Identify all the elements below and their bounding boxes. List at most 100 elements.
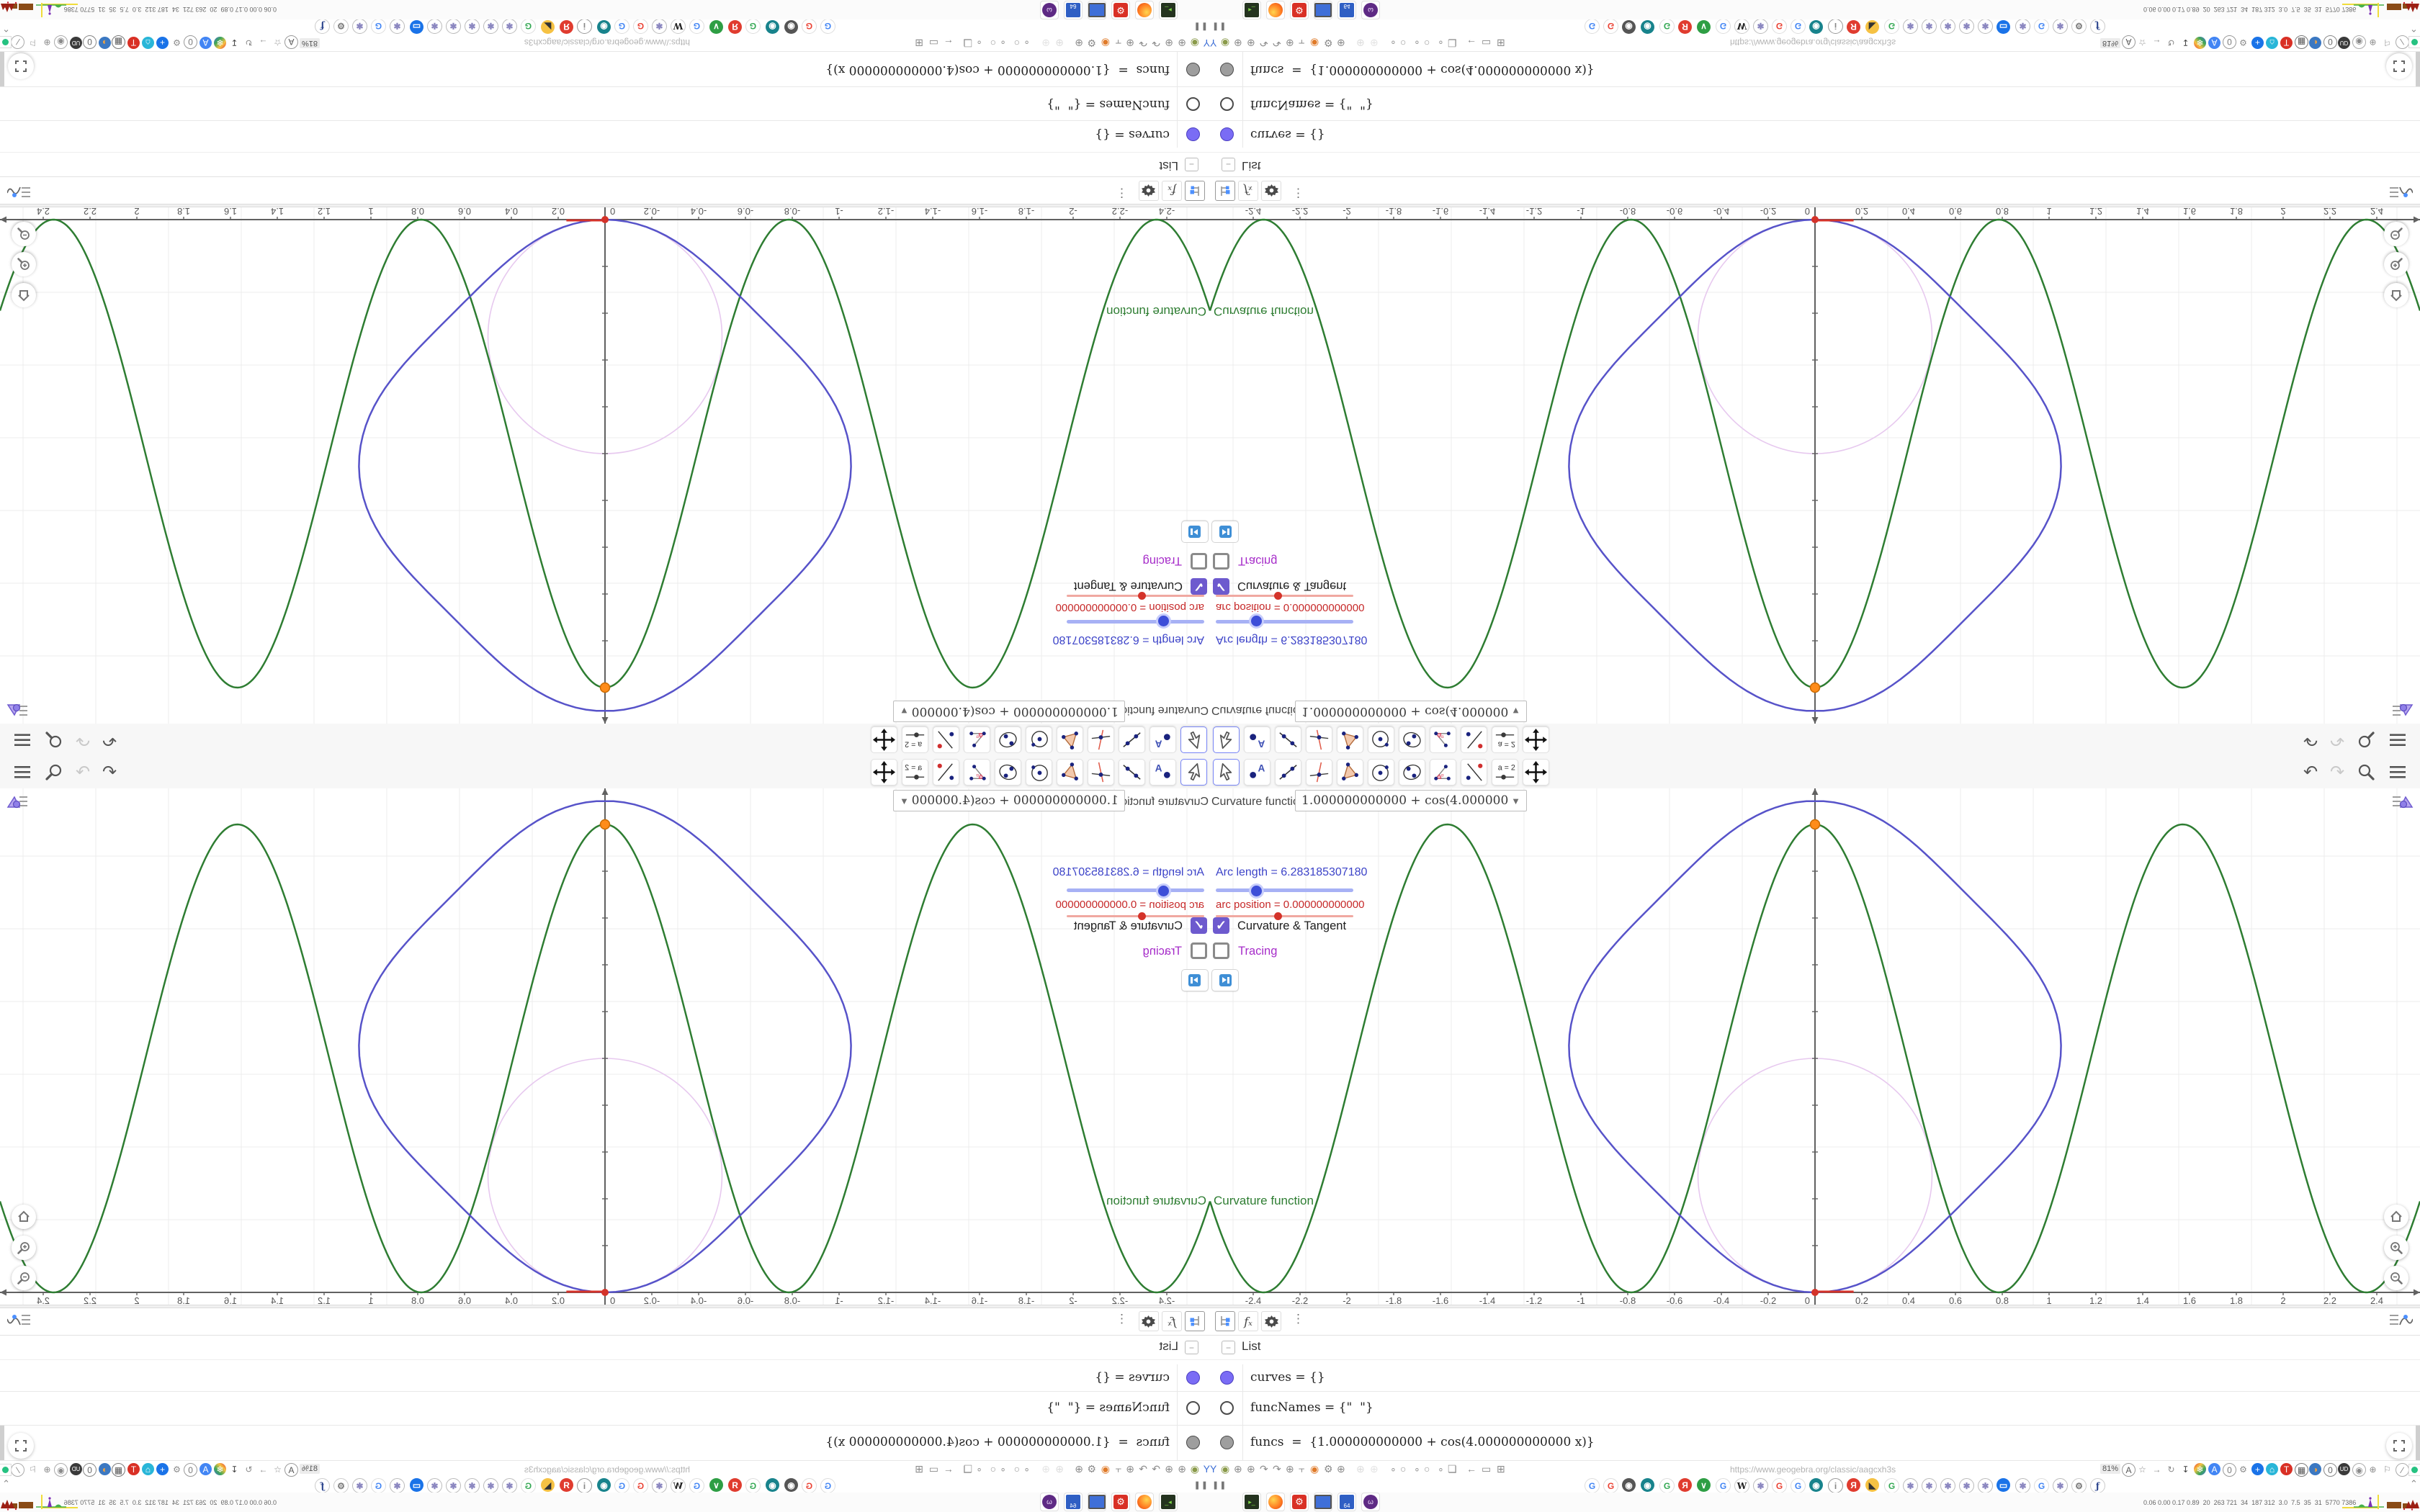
- taskbar-app-monitor[interactable]: [1088, 1493, 1106, 1511]
- extension-icon[interactable]: 0: [83, 1463, 97, 1477]
- taskbar-app-floppy[interactable]: 64: [1064, 1493, 1083, 1511]
- visibility-marble-funcs[interactable]: [1186, 1436, 1200, 1449]
- scrollbar-thumb[interactable]: [2416, 52, 2420, 86]
- graphics-stylebar-button[interactable]: [2393, 702, 2414, 718]
- reflect-tool-button[interactable]: [933, 726, 959, 753]
- collapse-chevron-icon[interactable]: ⌃: [2, 23, 10, 34]
- extension-icon[interactable]: ◑: [99, 37, 111, 49]
- bookmark-favicon[interactable]: G: [2034, 1478, 2049, 1493]
- extension-icon[interactable]: ❄: [214, 1463, 226, 1475]
- animate-button[interactable]: [1211, 521, 1239, 543]
- bookmark-favicon[interactable]: G: [1716, 1478, 1731, 1493]
- bookmark-favicon[interactable]: ✱: [1959, 1478, 1974, 1493]
- bookmark-favicon[interactable]: ∨: [709, 1478, 723, 1492]
- page-zoom-badge[interactable]: 81%: [299, 1464, 320, 1474]
- extension-icon[interactable]: ☆: [2138, 1464, 2146, 1475]
- curvature-function-dropdown[interactable]: 1.000000000000 + cos(4.000000000000 x) ▼: [893, 790, 1125, 811]
- algebra-row-curves[interactable]: curves = {}: [1210, 120, 2420, 148]
- bookmark-favicon[interactable]: ✱: [427, 19, 442, 34]
- browser-toolbar-icon[interactable]: ◉: [1221, 1463, 1230, 1475]
- browser-toolbar-icon[interactable]: ○: [990, 37, 996, 49]
- polygon-tool-button[interactable]: [1057, 759, 1083, 786]
- extension-icon[interactable]: ◉: [54, 35, 68, 49]
- page-zoom-badge[interactable]: 81%: [2100, 1464, 2121, 1474]
- extension-icon[interactable]: UD: [2338, 1463, 2350, 1475]
- algebra-row-funcs[interactable]: funcs = {1.000000000000 + cos(4.00000000…: [0, 51, 1210, 87]
- extension-icon[interactable]: ⌂: [2266, 1463, 2278, 1475]
- algebra-stylebar-button[interactable]: [2390, 1312, 2414, 1329]
- perpendicular-line-tool-button[interactable]: [1306, 759, 1332, 786]
- extension-icon[interactable]: 0: [2323, 1463, 2337, 1477]
- bookmark-favicon[interactable]: G: [802, 19, 817, 34]
- url-text[interactable]: https://www.geogebra.org/classic/aagcxh3…: [524, 1464, 690, 1475]
- arc-position-slider[interactable]: [1216, 915, 1353, 917]
- move-graphics-tool-button[interactable]: [1523, 726, 1549, 753]
- bookmark-favicon[interactable]: G: [745, 1478, 761, 1493]
- bookmark-favicon[interactable]: G: [1585, 19, 1600, 34]
- undo-button[interactable]: ↶: [2299, 729, 2322, 752]
- browser-toolbar-icon[interactable]: ↷: [1273, 1463, 1281, 1475]
- angle-tool-button[interactable]: α: [1430, 726, 1456, 753]
- extension-icon[interactable]: +: [156, 1463, 169, 1475]
- bookmark-favicon[interactable]: ✱: [2053, 1478, 2068, 1493]
- bookmark-favicon[interactable]: ◉: [1641, 1478, 1654, 1492]
- taskbar-app-monitor[interactable]: [1088, 1, 1106, 19]
- graphics-stylebar-button[interactable]: [2393, 794, 2414, 810]
- bookmark-favicon[interactable]: W: [671, 1478, 686, 1493]
- bookmark-favicon[interactable]: W: [1734, 1478, 1749, 1493]
- extension-icon[interactable]: ◉: [2352, 35, 2366, 49]
- bookmark-favicon[interactable]: ⚙: [333, 19, 349, 34]
- animate-button[interactable]: [1211, 969, 1239, 991]
- browser-toolbar-icon[interactable]: ⊕: [1337, 37, 1345, 49]
- point-tool-button[interactable]: A: [1150, 726, 1176, 753]
- bookmark-favicon[interactable]: ✱: [1753, 19, 1768, 34]
- extension-icon[interactable]: ⚙: [173, 1464, 181, 1475]
- extension-icon[interactable]: ◑: [99, 1463, 111, 1475]
- browser-toolbar-icon[interactable]: ❏: [1448, 1463, 1457, 1475]
- browser-toolbar-icon[interactable]: ⫟: [1299, 1463, 1305, 1475]
- zoom-in-button[interactable]: [12, 252, 36, 276]
- bookmark-favicon[interactable]: ✱: [1922, 19, 1937, 34]
- bookmark-favicon[interactable]: ✱: [390, 1478, 405, 1493]
- taskbar-app-terminal[interactable]: ▸_: [1159, 1, 1178, 19]
- home-view-button[interactable]: [12, 283, 36, 307]
- bookmark-favicon[interactable]: ✱: [2015, 1478, 2030, 1493]
- bookmark-favicon[interactable]: ✱: [390, 19, 405, 34]
- browser-toolbar-icon[interactable]: ↷: [1273, 37, 1281, 49]
- collapse-list-button[interactable]: −: [1185, 158, 1198, 171]
- move-graphics-tool-button[interactable]: [871, 759, 897, 786]
- zoom-search-button[interactable]: [42, 729, 66, 752]
- browser-toolbar-icon[interactable]: ❏: [1448, 37, 1457, 49]
- bookmark-favicon[interactable]: ◣: [541, 20, 555, 34]
- browser-toolbar-icon[interactable]: ⊕: [1356, 37, 1365, 49]
- bookmark-favicon[interactable]: ◉: [597, 1478, 611, 1492]
- browser-toolbar-icon[interactable]: ⊕: [1126, 1463, 1134, 1475]
- taskbar-app-floppy[interactable]: 64: [1337, 1493, 1356, 1511]
- browser-toolbar-icon[interactable]: ⊕: [1178, 1463, 1186, 1475]
- more-options-button[interactable]: ⋮: [1292, 186, 1304, 200]
- bookmark-favicon[interactable]: G: [820, 19, 835, 34]
- bookmark-favicon[interactable]: ∨: [709, 20, 723, 34]
- bookmark-favicon[interactable]: G: [1659, 1478, 1675, 1493]
- extension-icon[interactable]: ❄: [214, 37, 226, 49]
- browser-toolbar-icon[interactable]: ∘: [1414, 37, 1420, 49]
- bookmark-favicon[interactable]: ✱: [652, 19, 667, 34]
- taskbar-app-red-gear[interactable]: ⚙: [1111, 1, 1130, 19]
- extension-icon[interactable]: ↻: [245, 37, 253, 48]
- perpendicular-line-tool-button[interactable]: [1088, 759, 1114, 786]
- arc-position-slider[interactable]: [1067, 595, 1204, 597]
- extension-icon[interactable]: UD: [70, 1463, 82, 1475]
- conic-tool-button[interactable]: [995, 726, 1021, 753]
- extension-icon[interactable]: T: [2280, 1463, 2293, 1475]
- browser-toolbar-icon[interactable]: ⚙: [1087, 1463, 1096, 1475]
- extension-icon[interactable]: +: [2251, 1463, 2264, 1475]
- bookmark-favicon[interactable]: Я: [1847, 20, 1860, 34]
- bookmark-favicon[interactable]: Я: [728, 1478, 742, 1492]
- perpendicular-line-tool-button[interactable]: [1088, 726, 1114, 753]
- taskbar-app-terminal[interactable]: ▸_: [1242, 1, 1261, 19]
- browser-toolbar-icon[interactable]: ←: [944, 37, 954, 49]
- graphics-view[interactable]: -2.4 -2.2 -2 -1.8 -1.6 -1.4 -1.2 -1 -0.8 -0.6 -0.4…: [0, 788, 1210, 1305]
- tracing-checkbox[interactable]: [1191, 553, 1207, 570]
- polygon-tool-button[interactable]: [1337, 726, 1363, 753]
- extension-icon[interactable]: ◑: [2309, 1463, 2321, 1475]
